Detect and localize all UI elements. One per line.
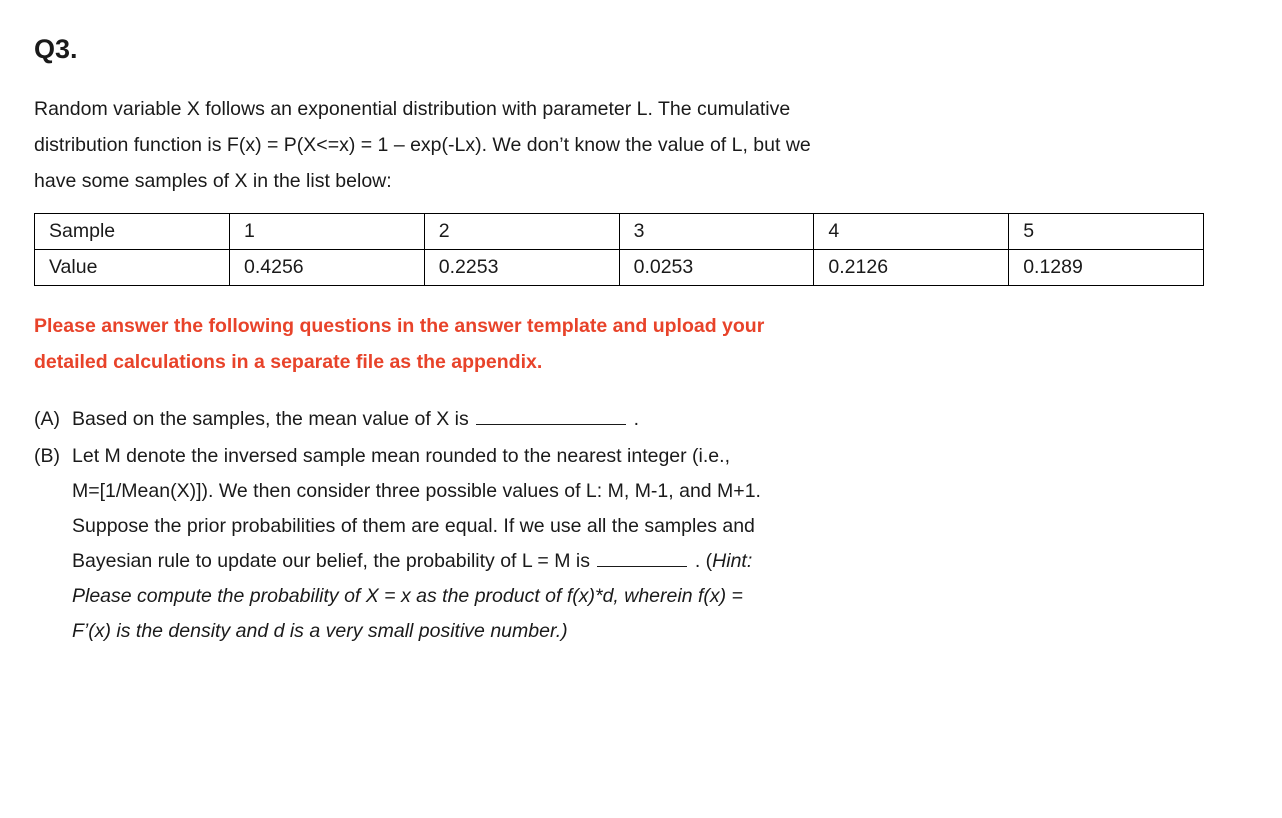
sample-table: Sample 1 2 3 4 5 Value 0.4256 0.2253 0.0… [34,213,1204,286]
question-b-label: (B) [34,439,72,649]
table-row-value: Value 0.4256 0.2253 0.0253 0.2126 0.1289 [35,250,1204,286]
intro-paragraph: Random variable X follows an exponential… [34,91,1248,199]
question-a-blank-input[interactable] [476,424,626,425]
table-cell-sample-5: 5 [1009,214,1204,250]
table-cell-value-3: 0.0253 [619,250,814,286]
question-b-body: Let M denote the inversed sample mean ro… [72,439,1248,649]
table-header-value: Value [35,250,230,286]
sample-table-wrapper: Sample 1 2 3 4 5 Value 0.4256 0.2253 0.0… [34,213,1248,286]
table-cell-value-4: 0.2126 [814,250,1009,286]
instructions-paragraph: Please answer the following questions in… [34,308,1248,380]
table-cell-sample-3: 3 [619,214,814,250]
document-page: Q3. Random variable X follows an exponen… [0,0,1282,818]
table-cell-sample-1: 1 [230,214,425,250]
question-a-label: (A) [34,402,72,437]
table-cell-value-5: 0.1289 [1009,250,1204,286]
table-cell-sample-4: 4 [814,214,1009,250]
questions-section: (A) Based on the samples, the mean value… [34,402,1248,649]
table-row-sample: Sample 1 2 3 4 5 [35,214,1204,250]
question-b: (B) Let M denote the inversed sample mea… [34,439,1248,649]
table-header-sample: Sample [35,214,230,250]
question-a: (A) Based on the samples, the mean value… [34,402,1248,437]
page-title: Q3. [34,34,1248,65]
question-b-blank-input[interactable] [597,566,687,567]
table-cell-sample-2: 2 [424,214,619,250]
table-cell-value-2: 0.2253 [424,250,619,286]
question-a-body: Based on the samples, the mean value of … [72,402,1248,437]
table-cell-value-1: 0.4256 [230,250,425,286]
